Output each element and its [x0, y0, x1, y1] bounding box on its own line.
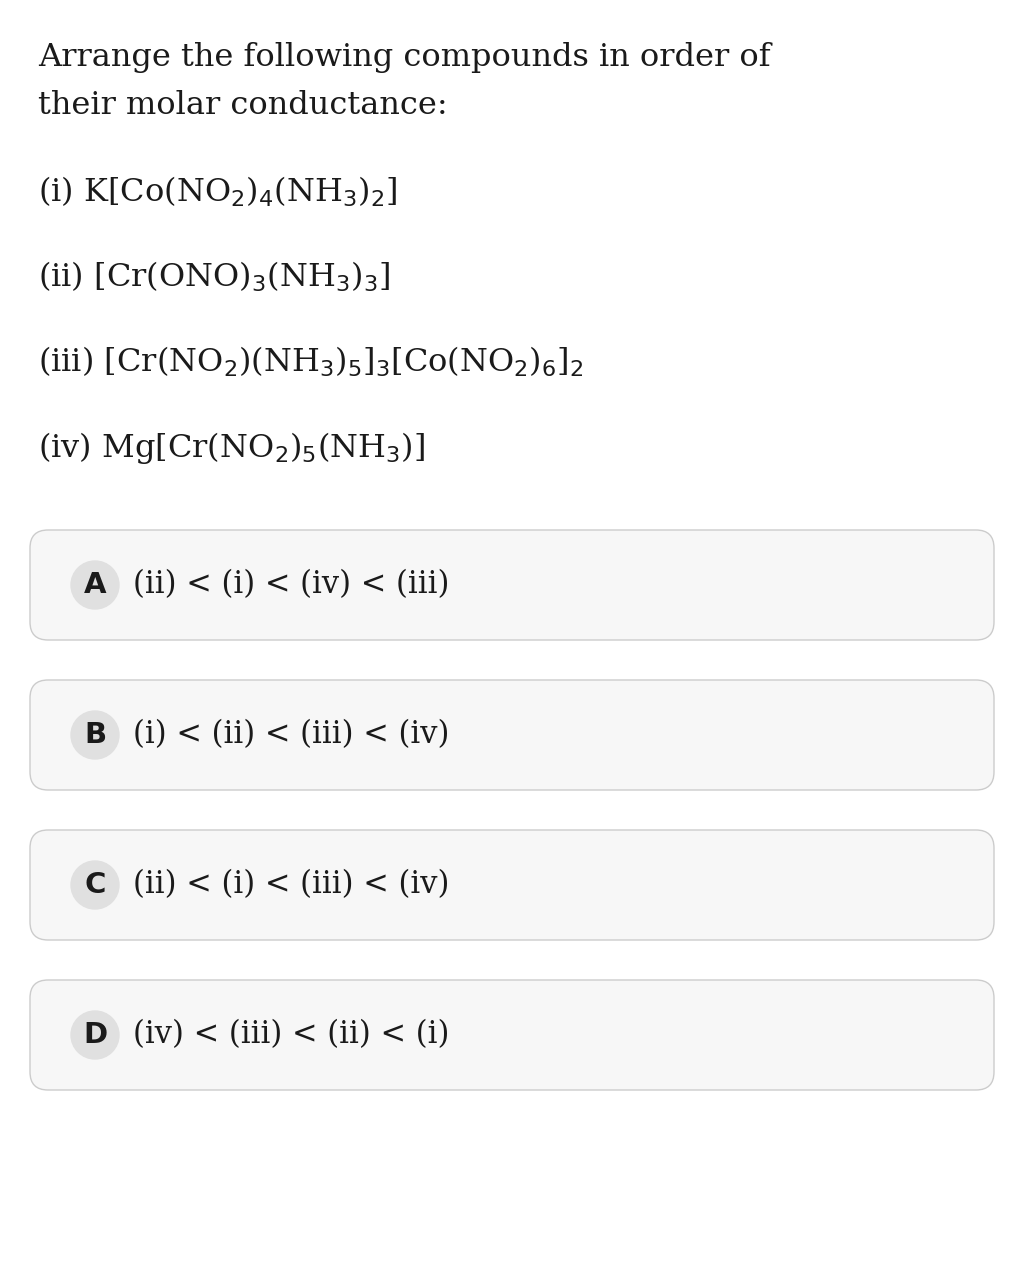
Text: (iv) < (iii) < (ii) < (i): (iv) < (iii) < (ii) < (i) — [133, 1020, 450, 1050]
Text: C: C — [84, 872, 105, 900]
Text: B: B — [84, 721, 106, 749]
Text: their molar conductance:: their molar conductance: — [38, 91, 447, 121]
Text: (ii) [Cr(ONO)$_3$(NH$_3$)$_3$]: (ii) [Cr(ONO)$_3$(NH$_3$)$_3$] — [38, 260, 390, 295]
Circle shape — [71, 561, 119, 609]
Text: (ii) < (i) < (iii) < (iv): (ii) < (i) < (iii) < (iv) — [133, 869, 450, 901]
FancyBboxPatch shape — [30, 680, 994, 790]
FancyBboxPatch shape — [30, 980, 994, 1090]
Text: A: A — [84, 570, 106, 598]
Circle shape — [71, 861, 119, 909]
Text: Arrange the following compounds in order of: Arrange the following compounds in order… — [38, 42, 771, 73]
Circle shape — [71, 1011, 119, 1059]
Text: (i) < (ii) < (iii) < (iv): (i) < (ii) < (iii) < (iv) — [133, 720, 450, 750]
Text: D: D — [83, 1021, 108, 1049]
FancyBboxPatch shape — [30, 829, 994, 940]
Text: (ii) < (i) < (iv) < (iii): (ii) < (i) < (iv) < (iii) — [133, 569, 450, 601]
Text: (iv) Mg[Cr(NO$_2$)$_5$(NH$_3$)]: (iv) Mg[Cr(NO$_2$)$_5$(NH$_3$)] — [38, 430, 425, 466]
Circle shape — [71, 711, 119, 759]
FancyBboxPatch shape — [30, 530, 994, 641]
Text: (iii) [Cr(NO$_2$)(NH$_3$)$_5$]$_3$[Co(NO$_2$)$_6$]$_2$: (iii) [Cr(NO$_2$)(NH$_3$)$_5$]$_3$[Co(NO… — [38, 345, 584, 379]
Text: (i) K[Co(NO$_2$)$_4$(NH$_3$)$_2$]: (i) K[Co(NO$_2$)$_4$(NH$_3$)$_2$] — [38, 175, 397, 209]
